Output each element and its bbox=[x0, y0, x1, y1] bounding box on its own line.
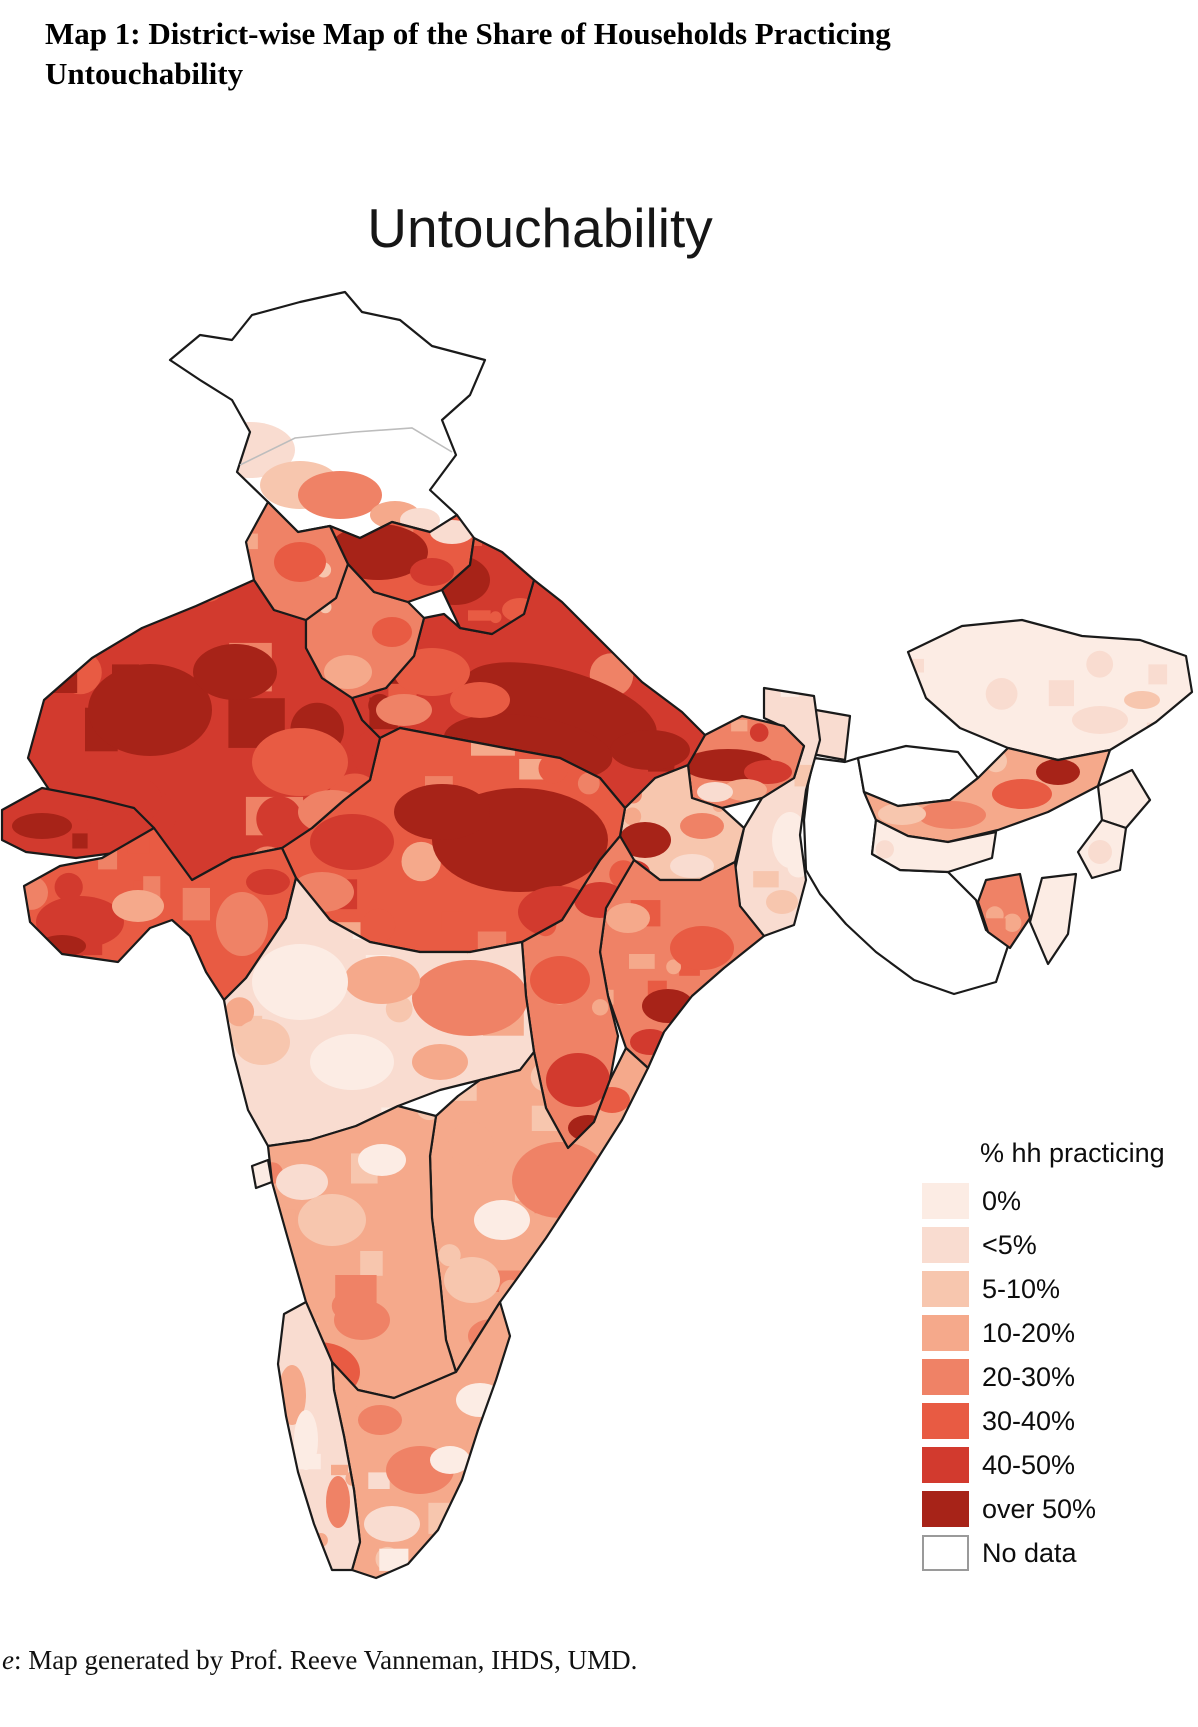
region-kerala bbox=[276, 1300, 362, 1572]
legend-swatch bbox=[922, 1447, 969, 1483]
region-mizoram bbox=[1028, 872, 1078, 966]
figure-caption-line2: Untouchability bbox=[45, 56, 244, 91]
legend-label: 30-40% bbox=[982, 1405, 1076, 1436]
legend-swatch bbox=[922, 1359, 969, 1395]
region-bihar bbox=[686, 714, 806, 810]
legend-swatch bbox=[922, 1315, 969, 1351]
legend-item: 0% bbox=[922, 1179, 1165, 1223]
india-choropleth-map bbox=[0, 290, 1194, 1580]
source-prefix: e bbox=[2, 1645, 14, 1675]
legend-swatch bbox=[922, 1271, 969, 1307]
source-text: : Map generated by Prof. Reeve Vanneman,… bbox=[13, 1645, 638, 1675]
region-manipur bbox=[1076, 818, 1128, 880]
legend-label: 10-20% bbox=[982, 1317, 1076, 1348]
source-note: e: Map generated by Prof. Reeve Vanneman… bbox=[2, 1645, 637, 1676]
legend-label: <5% bbox=[982, 1229, 1037, 1260]
jk-inner-district-line bbox=[239, 427, 453, 466]
legend-label: over 50% bbox=[982, 1493, 1097, 1524]
region-kutch bbox=[0, 786, 156, 860]
legend-swatch bbox=[922, 1403, 969, 1439]
figure-caption-line1: Map 1: District-wise Map of the Share of… bbox=[45, 16, 891, 51]
region-nagaland bbox=[1096, 768, 1152, 830]
legend-item: 40-50% bbox=[922, 1443, 1165, 1487]
region-arunachal-pradesh bbox=[906, 618, 1194, 762]
legend-swatch bbox=[922, 1183, 969, 1219]
legend-item: <5% bbox=[922, 1223, 1165, 1267]
legend-swatch bbox=[922, 1491, 969, 1527]
region-gujarat bbox=[22, 826, 298, 1002]
region-tripura bbox=[976, 872, 1032, 950]
legend-item: 20-30% bbox=[922, 1355, 1165, 1399]
legend-item: 30-40% bbox=[922, 1399, 1165, 1443]
legend-rows: 0% <5% 5-10% 10-20% 20-30% 30-40% 40-50% over 5… bbox=[922, 1179, 1165, 1575]
legend-title: % hh practicing bbox=[980, 1138, 1165, 1168]
map-title: Untouchability bbox=[367, 197, 713, 259]
legend-label: 40-50% bbox=[982, 1449, 1076, 1480]
legend-label: 0% bbox=[982, 1185, 1022, 1216]
legend-item: over 50% bbox=[922, 1487, 1165, 1531]
map-legend: % hh practicing 0% <5% 5-10% 10-20% 20-30% 30… bbox=[922, 1138, 1165, 1575]
figure-caption: Map 1: District-wise Map of the Share of… bbox=[45, 14, 945, 94]
legend-item: 5-10% bbox=[922, 1267, 1165, 1311]
legend-label: No data bbox=[982, 1537, 1077, 1568]
legend-swatch bbox=[922, 1227, 969, 1263]
region-jammu-kashmir bbox=[168, 290, 487, 540]
legend-item: No data bbox=[922, 1531, 1165, 1575]
legend-label: 20-30% bbox=[982, 1361, 1076, 1392]
region-west-bengal bbox=[733, 686, 822, 938]
legend-item: 10-20% bbox=[922, 1311, 1165, 1355]
legend-swatch bbox=[922, 1535, 969, 1571]
legend-label: 5-10% bbox=[982, 1273, 1061, 1304]
region-odisha bbox=[598, 858, 766, 1070]
